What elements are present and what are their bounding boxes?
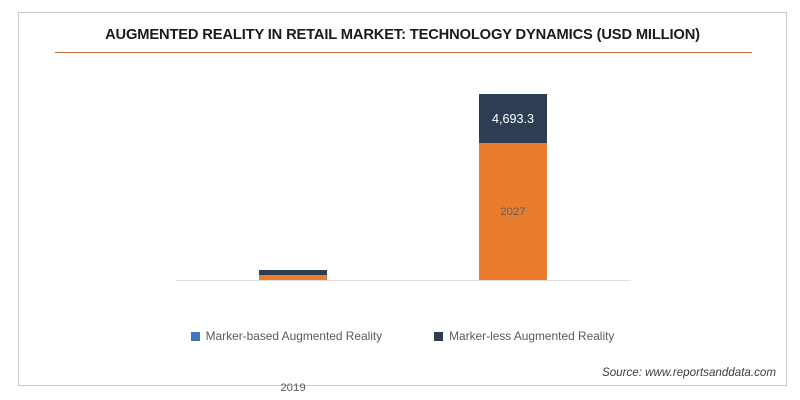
bar-segment-markerless-2019[interactable] bbox=[259, 270, 327, 275]
stacked-bar-2019[interactable] bbox=[259, 270, 327, 280]
bar-segment-markerbased-2019[interactable] bbox=[259, 275, 327, 280]
legend-item-marker-based[interactable]: Marker-based Augmented Reality bbox=[190, 329, 383, 343]
bar-group-2027[interactable]: 4,693.3 2027 bbox=[479, 94, 547, 280]
chart-title: AUGMENTED REALITY IN RETAIL MARKET: TECH… bbox=[105, 27, 700, 43]
bar-segment-markerless-2027[interactable]: 4,693.3 bbox=[479, 94, 547, 143]
title-divider bbox=[55, 52, 752, 53]
bar-value-label-2027: 4,693.3 bbox=[491, 112, 535, 126]
bar-segment-markerbased-2027[interactable] bbox=[479, 143, 547, 280]
legend-label-marker-based: Marker-based Augmented Reality bbox=[205, 329, 383, 343]
plot-area: 2019 4,693.3 2027 bbox=[19, 13, 788, 394]
bar-group-2019[interactable]: 2019 bbox=[259, 270, 327, 394]
legend-swatch-marker-based-icon bbox=[190, 331, 200, 341]
legend-label-marker-less: Marker-less Augmented Reality bbox=[449, 329, 615, 343]
legend-item-marker-less[interactable]: Marker-less Augmented Reality bbox=[434, 329, 614, 343]
category-label-2019: 2019 bbox=[280, 382, 306, 394]
source-attribution: Source: www.reportsanddata.com bbox=[602, 366, 776, 379]
category-axis-line bbox=[176, 280, 631, 281]
stacked-bar-2027[interactable]: 4,693.3 bbox=[479, 94, 547, 280]
category-label-2027: 2027 bbox=[500, 206, 526, 218]
chart-card: AUGMENTED REALITY IN RETAIL MARKET: TECH… bbox=[18, 12, 788, 394]
chart-legend: Marker-based Augmented Reality Marker-le… bbox=[19, 329, 786, 343]
legend-swatch-marker-less-icon bbox=[434, 331, 444, 341]
